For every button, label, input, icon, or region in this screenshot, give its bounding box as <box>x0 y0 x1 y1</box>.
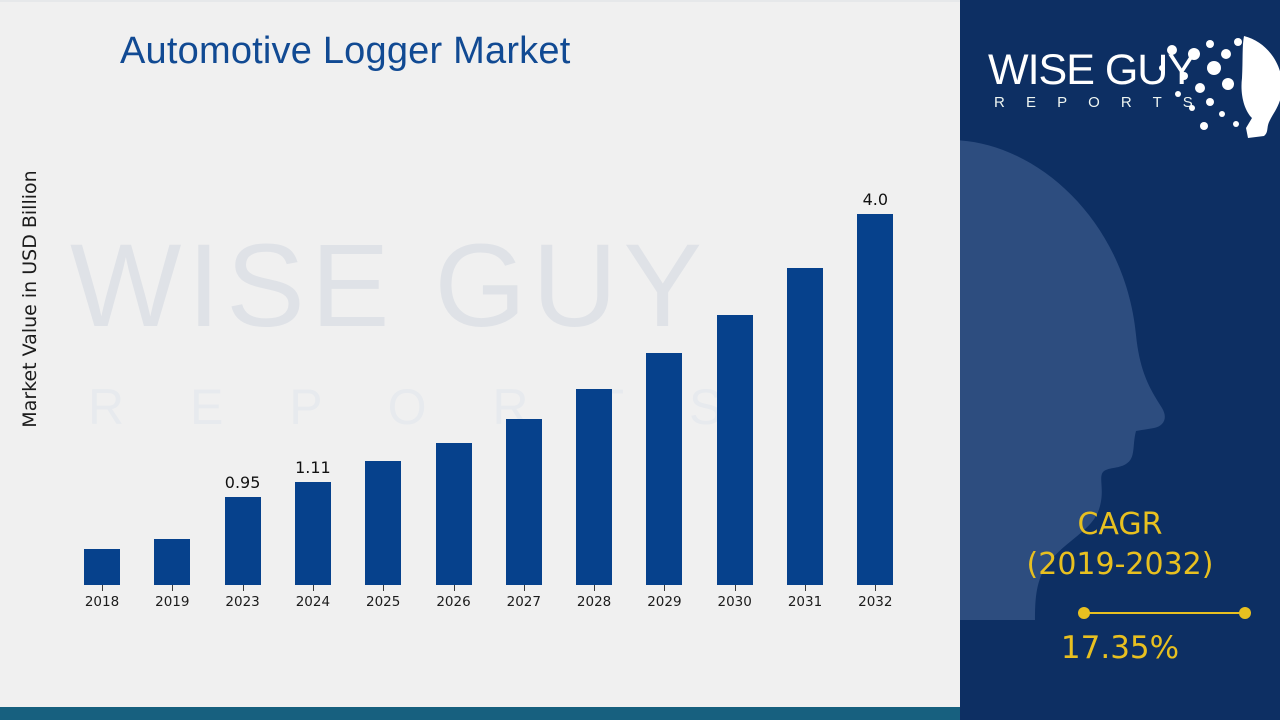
page-title: Automotive Logger Market <box>120 30 571 72</box>
x-tick-2018 <box>102 585 103 591</box>
x-tick-label-2018: 2018 <box>84 594 120 610</box>
x-tick-label-2027: 2027 <box>506 594 541 610</box>
y-axis-label: Market Value in USD Billion <box>19 170 41 428</box>
x-tick-label-2023: 2023 <box>225 594 260 610</box>
bar-2031[interactable] <box>787 268 823 585</box>
x-tick-2026 <box>453 585 455 591</box>
x-tick-label-2029: 2029 <box>647 594 682 610</box>
bar-2029[interactable] <box>646 353 683 585</box>
x-tick-2023 <box>242 585 244 591</box>
bottom-accent-strip <box>0 707 960 720</box>
x-tick-label-2030: 2030 <box>717 594 752 610</box>
bar-2030[interactable] <box>716 315 753 585</box>
x-tick-2029 <box>664 585 666 591</box>
bar-2025[interactable] <box>365 461 402 585</box>
brand-panel: WISE GUY R E P O R T S <box>960 0 1280 720</box>
chart-panel: Automotive Logger Market WISE GUY R E P … <box>0 0 960 720</box>
bar-2024[interactable] <box>294 482 331 585</box>
x-tick-label-2019: 2019 <box>155 594 190 610</box>
x-tick-label-2025: 2025 <box>366 594 401 610</box>
x-tick-2028 <box>594 585 596 591</box>
bar-value-label-2032: 4.0 <box>862 190 889 209</box>
bar-2019[interactable] <box>154 539 191 585</box>
x-tick-2031 <box>805 585 806 591</box>
top-divider <box>0 0 960 2</box>
bar-2027[interactable] <box>505 419 542 585</box>
bar-value-label-2024: 1.11 <box>295 458 331 477</box>
brand-logo: WISE GUY R E P O R T S <box>980 30 1280 138</box>
x-tick-label-2028: 2028 <box>576 594 612 610</box>
logo-subtitle: R E P O R T S <box>994 94 1202 111</box>
cagr-value: 17.35% <box>1060 630 1180 666</box>
bar-2028[interactable] <box>576 389 613 585</box>
x-tick-2030 <box>734 585 736 591</box>
x-tick-2019 <box>172 585 174 591</box>
x-tick-2032 <box>875 585 877 591</box>
bar-2023[interactable] <box>224 497 261 585</box>
cagr-range: (2019-2032) <box>1026 547 1214 582</box>
x-tick-label-2024: 2024 <box>295 594 331 610</box>
bar-2032[interactable] <box>857 214 894 585</box>
cagr-block: CAGR (2019-2032) <box>960 505 1280 585</box>
x-axis-line <box>60 585 920 586</box>
x-tick-2027 <box>523 585 525 591</box>
x-tick-2025 <box>383 585 385 591</box>
x-tick-2024 <box>312 585 314 591</box>
bar-2026[interactable] <box>435 443 472 585</box>
bar-value-label-2023: 0.95 <box>224 473 261 492</box>
x-tick-label-2031: 2031 <box>787 594 823 610</box>
x-tick-label-2026: 2026 <box>436 594 471 610</box>
brand-panel-inner: WISE GUY R E P O R T S <box>960 0 1280 720</box>
cagr-title: CAGR <box>1077 507 1163 542</box>
x-tick-label-2032: 2032 <box>858 594 893 610</box>
logo-dot-head-icon <box>1159 36 1280 138</box>
bar-chart-plot: Market Value in USD Billion 2018 2019 2023… <box>19 170 920 610</box>
cagr-divider <box>1078 607 1251 619</box>
head-silhouette-icon <box>960 140 1165 620</box>
bar-2018[interactable] <box>84 549 120 585</box>
